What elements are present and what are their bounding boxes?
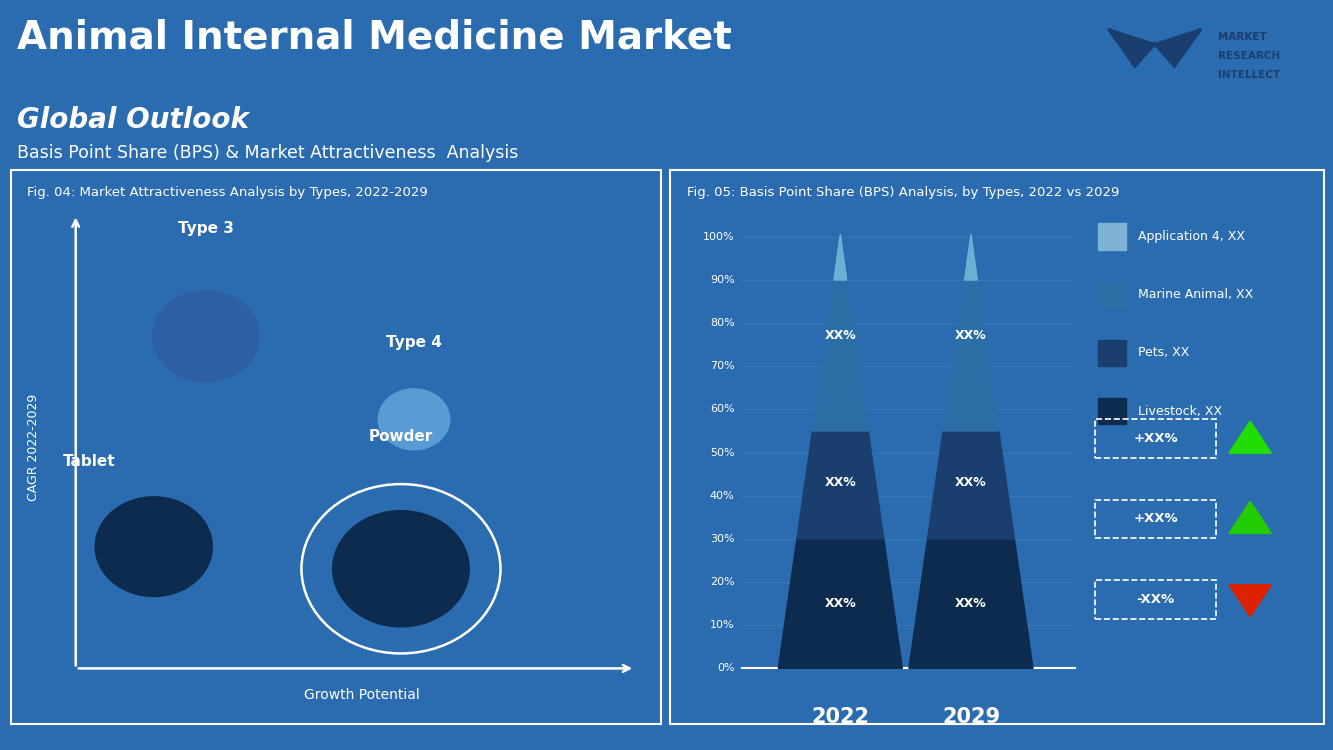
Polygon shape xyxy=(1229,585,1272,616)
Text: MARKET: MARKET xyxy=(1218,32,1268,42)
Text: Tablet: Tablet xyxy=(63,454,116,470)
Circle shape xyxy=(152,291,259,382)
Text: 2029: 2029 xyxy=(942,707,1000,728)
Text: Basis Point Share (BPS) & Market Attractiveness  Analysis: Basis Point Share (BPS) & Market Attract… xyxy=(17,144,519,162)
Polygon shape xyxy=(965,237,977,280)
Text: XX%: XX% xyxy=(954,597,986,610)
Polygon shape xyxy=(1229,421,1272,453)
Text: -XX%: -XX% xyxy=(1137,592,1174,606)
Text: 60%: 60% xyxy=(710,404,734,414)
Polygon shape xyxy=(812,280,868,431)
Text: 70%: 70% xyxy=(709,362,734,371)
Text: 80%: 80% xyxy=(709,318,734,328)
Text: Application 4, XX: Application 4, XX xyxy=(1137,230,1245,243)
Text: 40%: 40% xyxy=(709,490,734,501)
Text: Type 4: Type 4 xyxy=(387,335,443,350)
Bar xyxy=(1098,281,1126,308)
Circle shape xyxy=(95,496,212,596)
Text: 10%: 10% xyxy=(710,620,734,630)
Circle shape xyxy=(379,389,449,450)
Polygon shape xyxy=(928,431,1014,539)
Text: Marine Animal, XX: Marine Animal, XX xyxy=(1137,288,1253,302)
Text: Pets, XX: Pets, XX xyxy=(1137,346,1189,359)
Text: XX%: XX% xyxy=(824,597,856,610)
Polygon shape xyxy=(965,234,977,280)
Text: 90%: 90% xyxy=(709,274,734,285)
Text: XX%: XX% xyxy=(824,329,856,343)
Text: RESEARCH: RESEARCH xyxy=(1218,51,1281,61)
Bar xyxy=(1098,340,1126,366)
Text: CAGR 2022-2029: CAGR 2022-2029 xyxy=(27,393,40,501)
Polygon shape xyxy=(909,539,1033,668)
Text: Fig. 04: Market Attractiveness Analysis by Types, 2022-2029: Fig. 04: Market Attractiveness Analysis … xyxy=(27,186,428,199)
Polygon shape xyxy=(1109,28,1154,66)
Text: 2022: 2022 xyxy=(812,707,869,728)
Text: INTELLECT: INTELLECT xyxy=(1218,70,1281,80)
Text: +XX%: +XX% xyxy=(1133,512,1178,526)
Text: XX%: XX% xyxy=(954,329,986,343)
Polygon shape xyxy=(1229,501,1272,533)
Text: Global Outlook: Global Outlook xyxy=(17,106,249,134)
Text: +XX%: +XX% xyxy=(1133,432,1178,445)
Text: 0%: 0% xyxy=(717,664,734,674)
Text: XX%: XX% xyxy=(954,476,986,489)
Text: Powder: Powder xyxy=(369,429,433,444)
Bar xyxy=(1098,398,1126,424)
Polygon shape xyxy=(834,237,846,280)
Polygon shape xyxy=(834,234,846,280)
Polygon shape xyxy=(942,280,998,431)
Polygon shape xyxy=(797,431,884,539)
Text: Growth Potential: Growth Potential xyxy=(304,688,420,701)
Text: XX%: XX% xyxy=(824,476,856,489)
Text: 100%: 100% xyxy=(702,232,734,242)
Circle shape xyxy=(333,511,469,627)
Text: 50%: 50% xyxy=(710,448,734,458)
Text: 30%: 30% xyxy=(710,534,734,544)
Text: Fig. 05: Basis Point Share (BPS) Analysis, by Types, 2022 vs 2029: Fig. 05: Basis Point Share (BPS) Analysi… xyxy=(686,186,1120,199)
Polygon shape xyxy=(778,539,902,668)
Text: Animal Internal Medicine Market: Animal Internal Medicine Market xyxy=(17,19,732,57)
Polygon shape xyxy=(1154,28,1201,66)
Text: Type 3: Type 3 xyxy=(177,220,233,236)
Bar xyxy=(1098,224,1126,250)
Text: Livestock, XX: Livestock, XX xyxy=(1137,404,1221,418)
Text: 20%: 20% xyxy=(709,577,734,587)
